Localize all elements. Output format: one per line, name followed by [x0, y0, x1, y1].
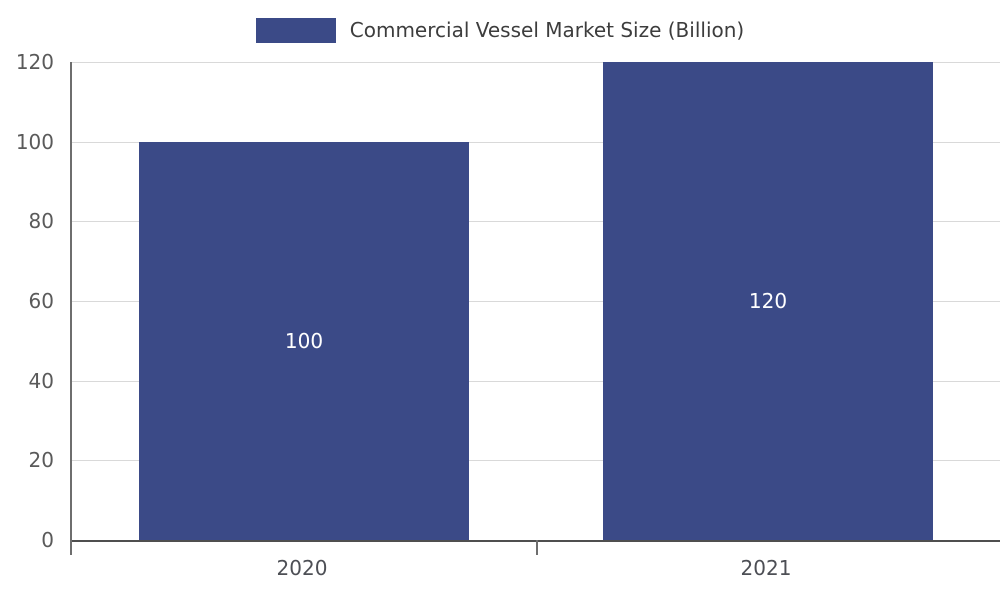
chart-legend: Commercial Vessel Market Size (Billion) [0, 14, 1000, 46]
gridline [72, 141, 1000, 143]
bar-value-label: 100 [284, 328, 324, 353]
gridline [72, 221, 1000, 223]
legend-label: Commercial Vessel Market Size (Billion) [349, 18, 745, 42]
bar-2021: 120 [603, 62, 933, 540]
y-tick-label: 40 [28, 368, 54, 393]
gridline [72, 380, 1000, 382]
plot-area: 100 120 [70, 62, 1000, 555]
y-tick-label: 0 [41, 528, 54, 552]
y-tick-label: 20 [28, 448, 54, 473]
y-tick-label: 100 [15, 129, 54, 154]
bar-value-label: 120 [748, 289, 788, 313]
gridline [72, 62, 1000, 63]
bar-2020: 100 [139, 141, 469, 540]
x-tick-label: 2020 [276, 556, 328, 580]
gridline [72, 460, 1000, 462]
legend-swatch [255, 17, 336, 43]
axis-tick [70, 540, 72, 555]
y-tick-label: 120 [15, 50, 54, 74]
x-axis-labels: 2020 2021 [70, 556, 998, 588]
x-tick-label: 2021 [740, 556, 792, 580]
y-axis-labels: 0 20 40 60 80 100 120 [0, 50, 60, 552]
y-tick-label: 80 [28, 209, 54, 234]
y-tick-label: 60 [28, 289, 54, 313]
gridline [72, 301, 1000, 302]
axis-tick [536, 540, 538, 555]
